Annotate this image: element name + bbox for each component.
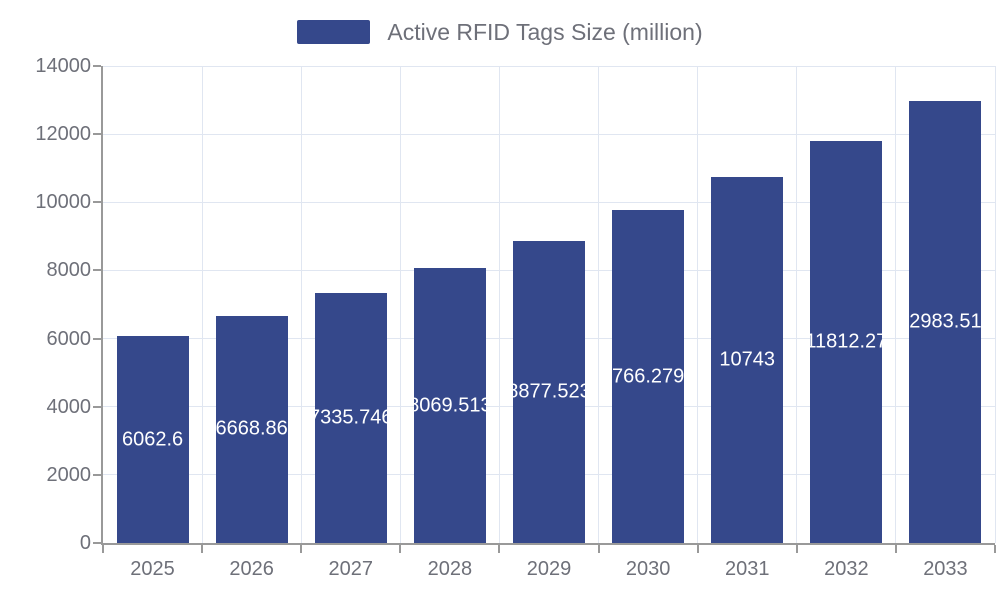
y-axis-tick-mark — [93, 133, 101, 136]
y-axis-tick-label: 6000 — [46, 327, 92, 350]
x-axis-tick-mark — [201, 545, 204, 553]
x-axis-tick-mark — [102, 545, 104, 553]
x-axis-tick-label: 2027 — [328, 558, 374, 580]
y-axis-tick-label: 14000 — [35, 55, 91, 77]
bar[interactable]: 6668.86 — [215, 315, 288, 543]
x-axis-tick-label: 2030 — [625, 558, 671, 580]
bar-value-label: 6668.86 — [215, 417, 288, 440]
y-axis-tick-mark — [93, 473, 101, 476]
bar-value-label: 6062.6 — [121, 428, 184, 451]
x-axis-tick-label: 2031 — [724, 558, 770, 580]
grid-line-horizontal — [103, 201, 995, 203]
y-axis-tick-label: 2000 — [46, 463, 92, 486]
legend[interactable]: Active RFID Tags Size (million) — [0, 18, 1000, 46]
grid-line-vertical — [598, 66, 600, 543]
bar[interactable]: 10743 — [711, 176, 784, 543]
y-axis-tick-mark — [93, 337, 101, 340]
x-axis-tick-mark — [795, 545, 798, 553]
x-axis-tick-label: 2028 — [427, 558, 473, 580]
y-axis-tick-mark — [93, 269, 101, 272]
x-axis-tick-mark — [894, 545, 897, 553]
grid-line-horizontal — [103, 65, 995, 67]
x-axis-tick-label: 2033 — [923, 558, 968, 580]
x-axis-tick-mark — [696, 545, 699, 553]
y-axis-tick-mark — [93, 405, 101, 408]
bar-value-label: 8069.513 — [414, 394, 486, 417]
x-axis-tick-label: 2029 — [526, 558, 572, 580]
x-axis-tick-mark — [498, 545, 501, 553]
bar-value-label: 10743 — [719, 348, 776, 371]
grid-line-vertical — [895, 66, 897, 543]
grid-line-vertical — [399, 66, 401, 543]
bar-value-label: 7335.746 — [315, 406, 387, 429]
grid-line-vertical — [201, 66, 203, 543]
bar[interactable]: 8069.513 — [413, 268, 486, 543]
x-axis-tick-mark — [399, 545, 402, 553]
y-axis-tick-mark — [93, 542, 101, 544]
y-axis-tick-label: 8000 — [46, 259, 92, 282]
grid-line-vertical — [796, 66, 798, 543]
y-axis-tick-mark — [93, 65, 101, 67]
grid-line-vertical — [697, 66, 699, 543]
grid-line-vertical — [300, 66, 302, 543]
y-axis-tick-label: 10000 — [35, 191, 91, 214]
y-axis-tick-label: 4000 — [46, 395, 92, 418]
y-axis-tick-mark — [93, 201, 101, 204]
grid-line-horizontal — [103, 133, 995, 135]
x-axis-tick-mark — [300, 545, 303, 553]
plot-area: 0 2000 4000 6000 8000 10000 12000 14000 6062.6 20… — [35, 55, 996, 580]
grid-line-vertical — [498, 66, 500, 543]
legend-label: Active RFID Tags Size (million) — [387, 19, 703, 45]
x-axis-tick-mark — [994, 545, 996, 553]
y-axis-tick-label: 12000 — [35, 123, 91, 146]
bar[interactable]: 6062.6 — [116, 336, 189, 543]
x-axis-tick-label: 2025 — [130, 558, 175, 580]
bar-value-label: 12983.513 — [909, 310, 982, 333]
legend-swatch-icon — [297, 20, 371, 44]
grid-line-vertical — [994, 66, 996, 543]
y-axis-tick-label: 0 — [79, 532, 91, 554]
bar[interactable]: 12983.513 — [909, 100, 982, 543]
bar[interactable]: 7335.746 — [314, 293, 387, 543]
x-axis-tick-label: 2032 — [824, 558, 869, 580]
x-axis-tick-label: 2026 — [229, 558, 274, 580]
x-axis-tick-mark — [597, 545, 600, 553]
